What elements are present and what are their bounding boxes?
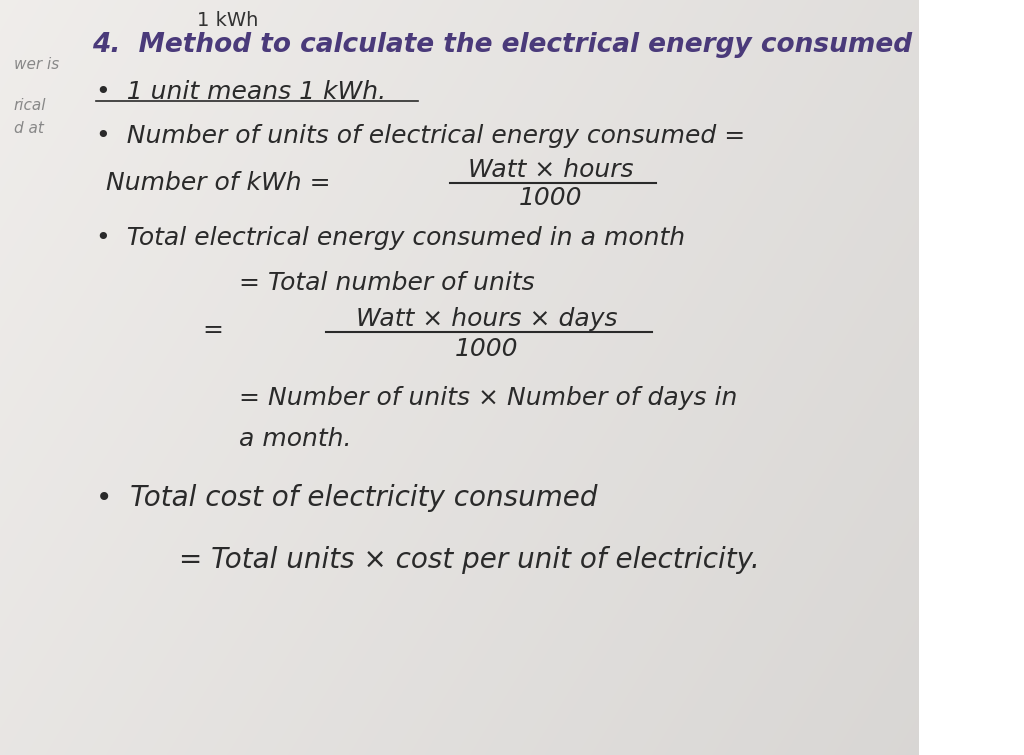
- Text: 4.  Method to calculate the electrical energy consumed: 4. Method to calculate the electrical en…: [92, 32, 912, 58]
- Text: •  Total cost of electricity consumed: • Total cost of electricity consumed: [96, 484, 598, 513]
- Text: •  1 unit means 1 kWh.: • 1 unit means 1 kWh.: [96, 80, 386, 104]
- Text: rical: rical: [13, 98, 46, 113]
- Text: = Number of units × Number of days in: = Number of units × Number of days in: [239, 386, 737, 410]
- Text: =: =: [202, 318, 223, 342]
- Text: a month.: a month.: [239, 427, 351, 451]
- Text: •  Number of units of electrical energy consumed =: • Number of units of electrical energy c…: [96, 124, 745, 148]
- Text: d at: d at: [13, 121, 44, 136]
- Text: Watt × hours: Watt × hours: [468, 158, 634, 182]
- Text: 1000: 1000: [519, 186, 583, 210]
- Text: 1000: 1000: [455, 337, 518, 361]
- Text: wer is: wer is: [13, 57, 59, 72]
- Text: Number of kWh =: Number of kWh =: [105, 171, 338, 195]
- Text: •  Total electrical energy consumed in a month: • Total electrical energy consumed in a …: [96, 226, 685, 250]
- Text: = Total number of units: = Total number of units: [239, 271, 535, 295]
- Text: Watt × hours × days: Watt × hours × days: [356, 307, 617, 331]
- Text: = Total units × cost per unit of electricity.: = Total units × cost per unit of electri…: [179, 546, 760, 575]
- Text: 1 kWh: 1 kWh: [198, 11, 259, 30]
